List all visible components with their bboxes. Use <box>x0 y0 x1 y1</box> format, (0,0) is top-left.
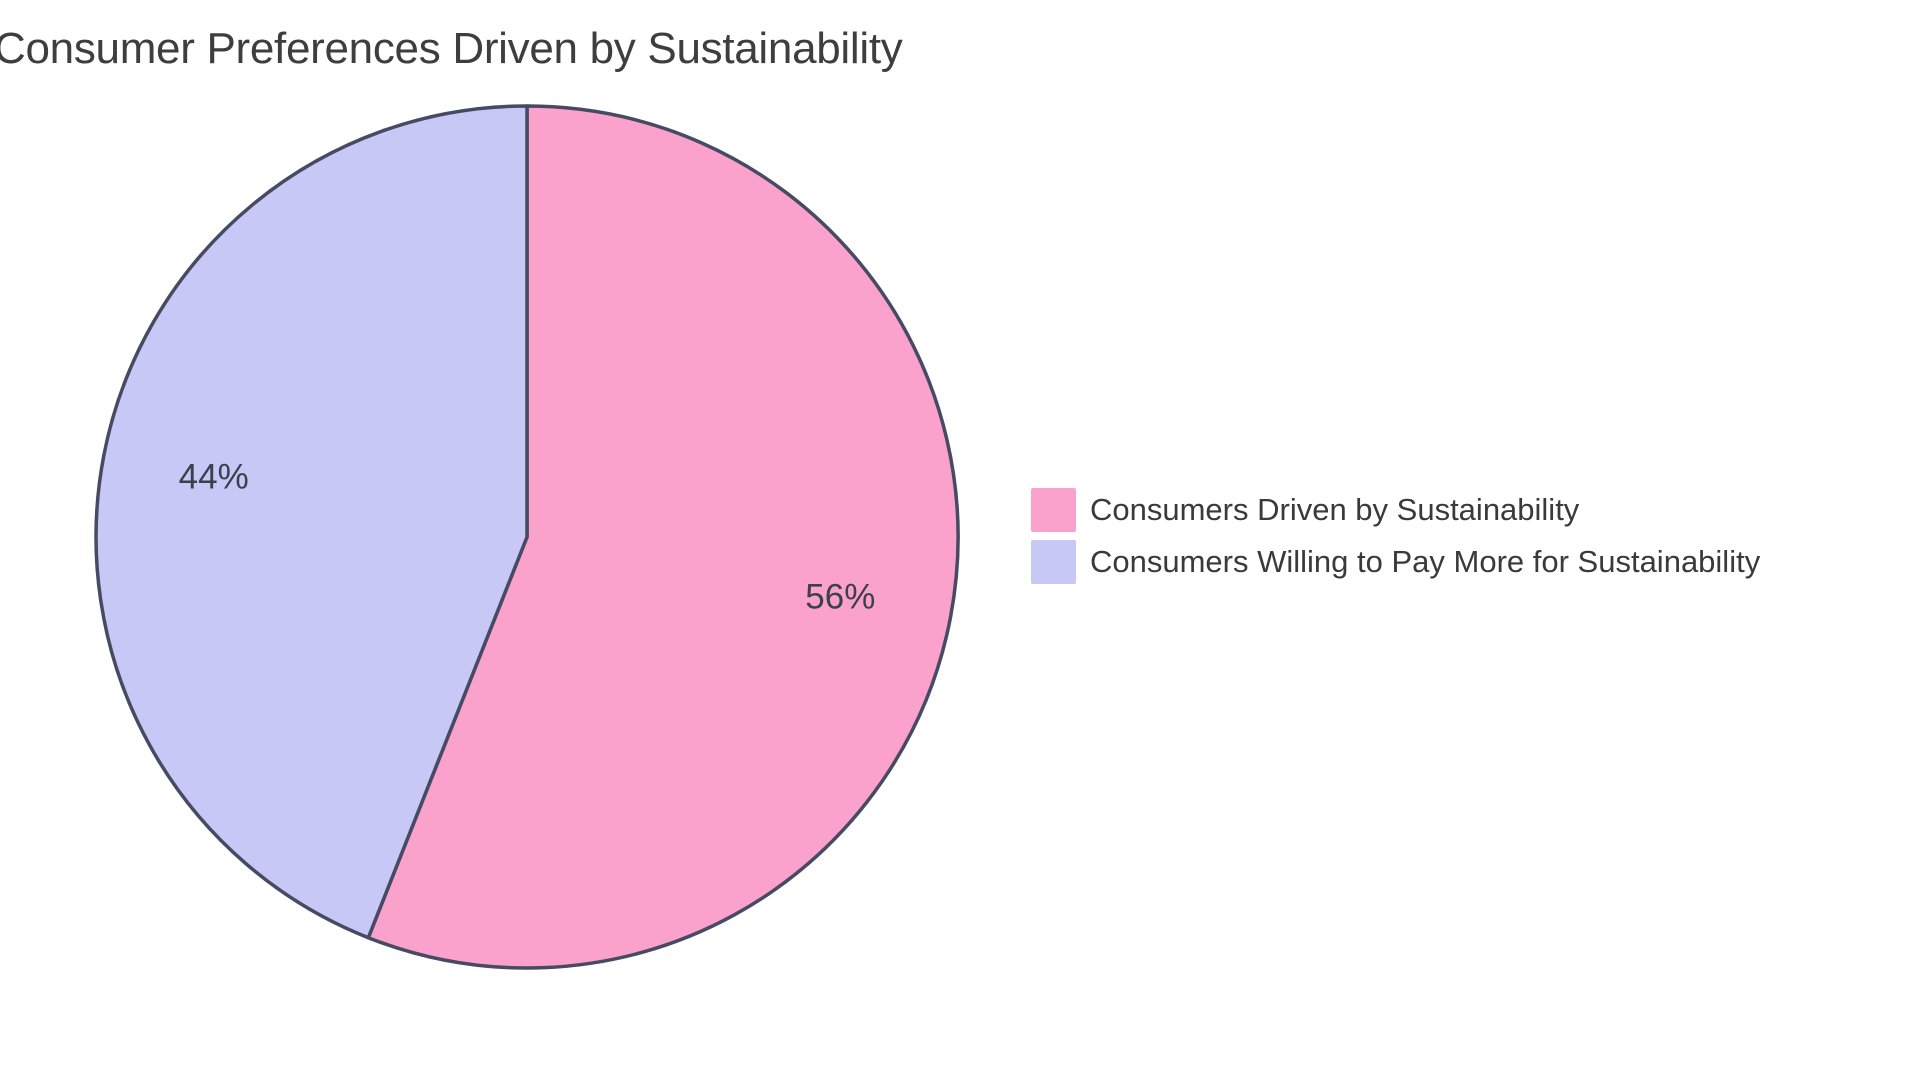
pie-slice-1 <box>366 104 960 970</box>
legend-label-2: Consumers Willing to Pay More for Sustai… <box>1090 544 1761 579</box>
legend-item-1: Consumers Driven by Sustainability <box>1031 488 1760 532</box>
legend-swatch-2 <box>1031 540 1076 584</box>
slice-percent-label-2: 44% <box>179 458 249 497</box>
slice-percent-label-1: 56% <box>805 577 875 616</box>
legend-item-2: Consumers Willing to Pay More for Sustai… <box>1031 540 1760 584</box>
legend: Consumers Driven by Sustainability Consu… <box>1031 488 1760 584</box>
legend-swatch-1 <box>1031 488 1076 532</box>
pie-slice-2 <box>94 104 529 940</box>
legend-label-1: Consumers Driven by Sustainability <box>1090 492 1580 527</box>
chart-title: Consumer Preferences Driven by Sustainab… <box>0 24 903 73</box>
